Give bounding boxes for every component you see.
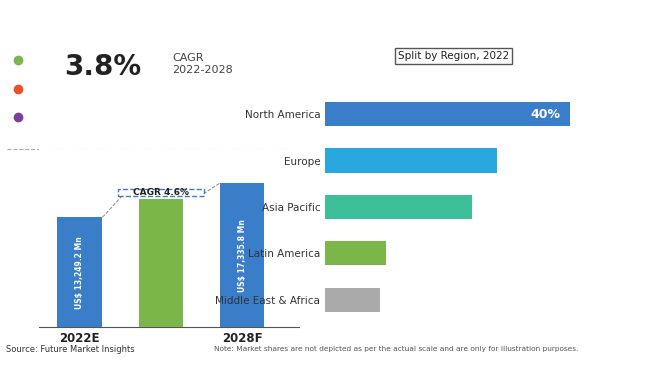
Bar	[325, 288, 380, 312]
Text: Future Market Insights: Future Market Insights	[540, 35, 610, 41]
Text: US$ 17,335.8 Mn: US$ 17,335.8 Mn	[238, 219, 246, 292]
Bar	[325, 148, 497, 173]
Text: Global Rare Inflammatory Disease Treatment Market Analysis, 2022-2028: Global Rare Inflammatory Disease Treatme…	[10, 16, 498, 29]
Bar	[220, 183, 265, 327]
Text: CAGR
2022-2028: CAGR 2022-2028	[172, 53, 233, 75]
Bar	[325, 102, 570, 126]
Bar	[325, 241, 386, 265]
Bar	[325, 195, 472, 219]
Text: US$ 13,249.2 Mn: US$ 13,249.2 Mn	[75, 236, 84, 309]
Text: 40%: 40%	[531, 108, 561, 121]
Text: Source: Future Market Insights: Source: Future Market Insights	[6, 345, 135, 354]
FancyBboxPatch shape	[118, 189, 204, 196]
Text: 3.8%: 3.8%	[64, 53, 141, 81]
Text: CAGR 4.6%: CAGR 4.6%	[133, 188, 189, 197]
Text: fmi: fmi	[562, 17, 589, 32]
Text: Split by Region, 2022: Split by Region, 2022	[398, 51, 509, 61]
Text: Note: Market shares are not depicted as per the actual scale and are only for il: Note: Market shares are not depicted as …	[214, 346, 579, 353]
Bar	[57, 217, 102, 327]
Bar	[138, 199, 183, 327]
